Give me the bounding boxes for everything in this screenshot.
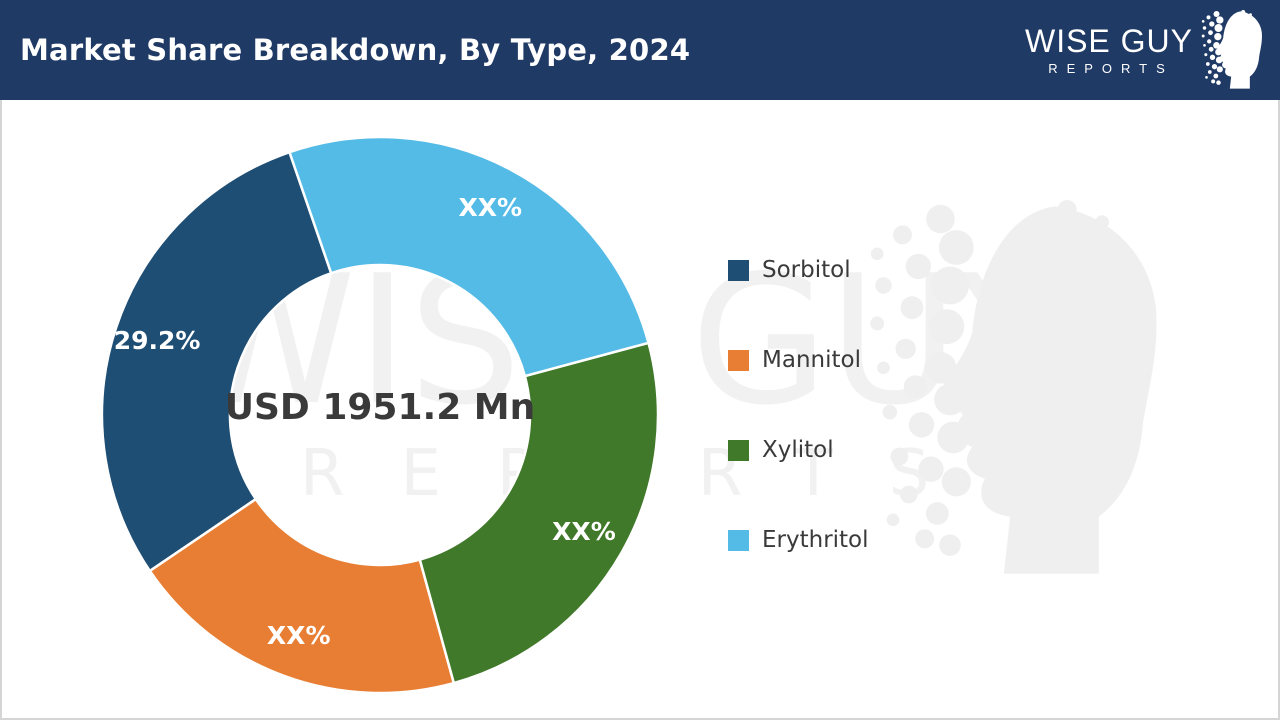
donut-slice-mannitol: [148, 497, 456, 695]
legend: Sorbitol Mannitol Xylitol Erythritol: [728, 257, 869, 617]
center-value-label: USD 1951.2 Mn: [224, 386, 536, 428]
legend-item-mannitol: Mannitol: [728, 347, 869, 374]
logo-text: WISE GUY REPORTS: [1025, 25, 1193, 76]
donut-slice-erythritol: [287, 135, 651, 378]
donut-slice-xylitol: [418, 341, 660, 685]
legend-item-erythritol: Erythritol: [728, 527, 869, 554]
legend-item-sorbitol: Sorbitol: [728, 257, 869, 284]
slice-label-mannitol: XX%: [267, 621, 331, 650]
legend-swatch-sorbitol: [728, 260, 749, 281]
donut-chart: 29.2% XX% XX% XX%: [100, 135, 660, 695]
logo-face-icon: [1201, 10, 1262, 89]
legend-swatch-xylitol: [728, 440, 749, 461]
watermark-face-icon: [870, 200, 1157, 574]
legend-label-mannitol: Mannitol: [762, 347, 861, 373]
header: Market Share Breakdown, By Type, 2024 WI…: [0, 0, 1280, 100]
wise-guy-logo: WISE GUY REPORTS: [1025, 0, 1266, 100]
slice-label-xylitol: XX%: [552, 517, 616, 546]
legend-swatch-mannitol: [728, 350, 749, 371]
logo-wordmark: WISE GUY: [1024, 22, 1193, 59]
donut-slice-sorbitol: [100, 150, 333, 573]
page-title: Market Share Breakdown, By Type, 2024: [20, 33, 691, 67]
slice-label-erythritol: XX%: [458, 193, 522, 222]
legend-item-xylitol: Xylitol: [728, 437, 869, 464]
legend-label-erythritol: Erythritol: [762, 527, 869, 553]
legend-label-xylitol: Xylitol: [762, 437, 834, 463]
legend-label-sorbitol: Sorbitol: [762, 257, 851, 283]
logo-reports: REPORTS: [1048, 60, 1174, 76]
slice-label-sorbitol: 29.2%: [114, 326, 201, 355]
legend-swatch-erythritol: [728, 530, 749, 551]
